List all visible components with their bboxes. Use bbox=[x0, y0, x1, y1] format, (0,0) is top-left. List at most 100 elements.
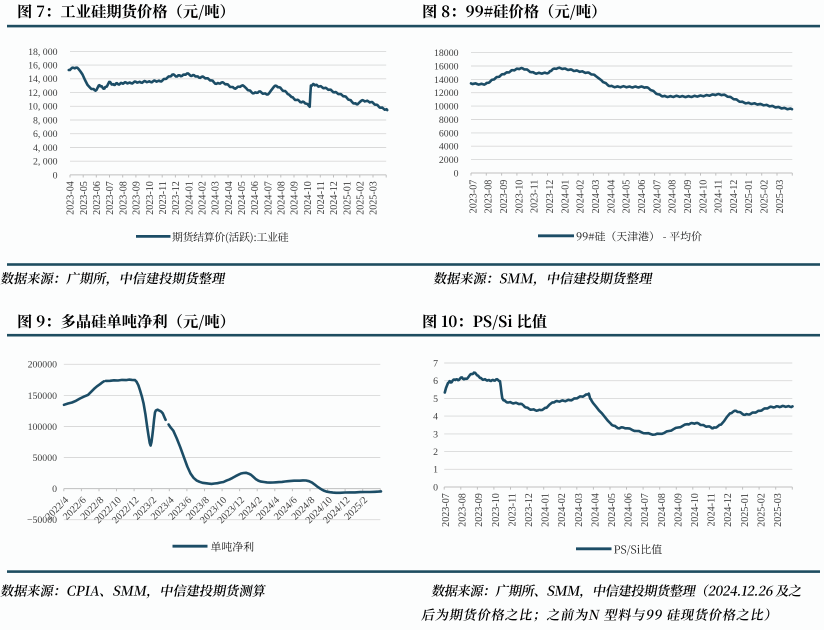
svg-text:2024-03: 2024-03 bbox=[211, 181, 222, 215]
svg-text:2024-05: 2024-05 bbox=[622, 180, 633, 214]
svg-text:2024-02: 2024-02 bbox=[197, 181, 208, 215]
svg-text:2024-02: 2024-02 bbox=[557, 493, 568, 527]
svg-text:2023-06: 2023-06 bbox=[92, 181, 103, 215]
svg-text:2024-09: 2024-09 bbox=[683, 180, 694, 214]
svg-text:2023-09: 2023-09 bbox=[474, 493, 485, 527]
svg-text:2023-08: 2023-08 bbox=[118, 181, 129, 215]
svg-text:−50000: −50000 bbox=[27, 515, 57, 526]
svg-text:2023-07: 2023-07 bbox=[441, 493, 452, 527]
svg-text:2024-10: 2024-10 bbox=[698, 180, 709, 214]
svg-text:8000: 8000 bbox=[439, 115, 459, 126]
svg-text:0: 0 bbox=[53, 170, 58, 181]
svg-text:2023-08: 2023-08 bbox=[458, 493, 469, 527]
svg-text:10, 000: 10, 000 bbox=[28, 102, 57, 113]
svg-text:2023-11: 2023-11 bbox=[507, 493, 518, 526]
svg-text:6, 000: 6, 000 bbox=[33, 129, 58, 140]
svg-text:2024-01: 2024-01 bbox=[184, 181, 195, 215]
svg-text:2024-11: 2024-11 bbox=[714, 180, 725, 213]
svg-text:2024-04: 2024-04 bbox=[224, 181, 235, 215]
svg-text:200000: 200000 bbox=[28, 360, 57, 371]
svg-text:2024-06: 2024-06 bbox=[624, 493, 635, 527]
svg-text:2024-04: 2024-04 bbox=[606, 180, 617, 214]
svg-text:2024-03: 2024-03 bbox=[591, 180, 602, 214]
svg-text:0: 0 bbox=[52, 484, 57, 495]
svg-text:2023-04: 2023-04 bbox=[66, 181, 77, 215]
svg-text:2, 000: 2, 000 bbox=[33, 157, 58, 168]
svg-text:2024-12: 2024-12 bbox=[329, 181, 340, 215]
svg-text:2024-07: 2024-07 bbox=[640, 493, 651, 527]
svg-text:2023-07: 2023-07 bbox=[468, 180, 479, 214]
svg-text:2023-05: 2023-05 bbox=[79, 181, 90, 215]
svg-text:6: 6 bbox=[433, 376, 438, 387]
svg-text:2025-03: 2025-03 bbox=[773, 493, 784, 527]
svg-text:2023-07: 2023-07 bbox=[105, 181, 116, 215]
svg-text:4: 4 bbox=[433, 412, 438, 423]
svg-text:12, 000: 12, 000 bbox=[28, 88, 57, 99]
svg-text:16000: 16000 bbox=[434, 61, 459, 72]
svg-text:14, 000: 14, 000 bbox=[28, 74, 57, 85]
svg-text:2024-08: 2024-08 bbox=[657, 493, 668, 527]
svg-text:2025-02: 2025-02 bbox=[356, 181, 367, 215]
svg-text:50000: 50000 bbox=[33, 453, 58, 464]
svg-text:2024-07: 2024-07 bbox=[263, 181, 274, 215]
svg-text:0: 0 bbox=[454, 168, 459, 179]
svg-text:2023-12: 2023-12 bbox=[524, 493, 535, 527]
svg-text:3: 3 bbox=[433, 429, 438, 440]
svg-text:5: 5 bbox=[433, 394, 438, 405]
svg-text:2023-08: 2023-08 bbox=[484, 180, 495, 214]
svg-text:2023-10: 2023-10 bbox=[514, 180, 525, 214]
svg-text:2023-11: 2023-11 bbox=[530, 180, 541, 213]
svg-text:2024-11: 2024-11 bbox=[316, 181, 327, 214]
svg-text:2024-09: 2024-09 bbox=[673, 493, 684, 527]
svg-text:18, 000: 18, 000 bbox=[28, 47, 57, 58]
svg-text:12000: 12000 bbox=[434, 88, 459, 99]
svg-text:1: 1 bbox=[433, 465, 438, 476]
svg-text:2000: 2000 bbox=[439, 155, 459, 166]
svg-text:6000: 6000 bbox=[439, 128, 459, 139]
svg-text:2024-12: 2024-12 bbox=[723, 493, 734, 527]
svg-text:2024-06: 2024-06 bbox=[250, 181, 261, 215]
svg-text:2024-07: 2024-07 bbox=[652, 180, 663, 214]
svg-text:2024-08: 2024-08 bbox=[668, 180, 679, 214]
svg-text:2023-12: 2023-12 bbox=[171, 181, 182, 215]
svg-text:7: 7 bbox=[433, 358, 438, 369]
svg-text:2024-04: 2024-04 bbox=[590, 493, 601, 527]
svg-text:2025-02: 2025-02 bbox=[760, 180, 771, 214]
svg-text:8, 000: 8, 000 bbox=[33, 115, 58, 126]
svg-text:2025-01: 2025-01 bbox=[744, 180, 755, 214]
svg-text:2025-01: 2025-01 bbox=[740, 493, 751, 527]
svg-text:2023-10: 2023-10 bbox=[145, 181, 156, 215]
svg-text:2024-12: 2024-12 bbox=[729, 180, 740, 214]
svg-text:2025-01: 2025-01 bbox=[342, 181, 353, 215]
svg-text:2023-10: 2023-10 bbox=[491, 493, 502, 527]
svg-text:2023-12: 2023-12 bbox=[545, 180, 556, 214]
svg-text:2024-10: 2024-10 bbox=[690, 493, 701, 527]
svg-text:14000: 14000 bbox=[434, 75, 459, 86]
svg-text:2023-09: 2023-09 bbox=[132, 181, 143, 215]
svg-text:4, 000: 4, 000 bbox=[33, 143, 58, 154]
svg-text:4000: 4000 bbox=[439, 142, 459, 153]
svg-text:2024-01: 2024-01 bbox=[541, 493, 552, 527]
svg-text:2024-02: 2024-02 bbox=[576, 180, 587, 214]
svg-text:2024-11: 2024-11 bbox=[707, 493, 718, 526]
svg-text:2025-02: 2025-02 bbox=[756, 493, 767, 527]
svg-text:2024-06: 2024-06 bbox=[637, 180, 648, 214]
svg-text:150000: 150000 bbox=[28, 391, 57, 402]
svg-text:2: 2 bbox=[433, 447, 438, 458]
svg-text:2024-09: 2024-09 bbox=[290, 181, 301, 215]
svg-text:2025-03: 2025-03 bbox=[775, 180, 786, 214]
svg-text:16, 000: 16, 000 bbox=[28, 61, 57, 72]
svg-text:0: 0 bbox=[433, 482, 438, 493]
svg-text:100000: 100000 bbox=[28, 422, 57, 433]
svg-text:18000: 18000 bbox=[434, 48, 459, 59]
svg-text:2024-05: 2024-05 bbox=[237, 181, 248, 215]
svg-text:2023-09: 2023-09 bbox=[499, 180, 510, 214]
svg-text:2025-03: 2025-03 bbox=[369, 181, 380, 215]
svg-text:2024-05: 2024-05 bbox=[607, 493, 618, 527]
svg-text:2024-08: 2024-08 bbox=[277, 181, 288, 215]
svg-text:2024-10: 2024-10 bbox=[303, 181, 314, 215]
svg-text:2023-11: 2023-11 bbox=[158, 181, 169, 214]
svg-text:10000: 10000 bbox=[434, 102, 459, 113]
svg-text:2024-01: 2024-01 bbox=[560, 180, 571, 214]
svg-text:2024-03: 2024-03 bbox=[574, 493, 585, 527]
